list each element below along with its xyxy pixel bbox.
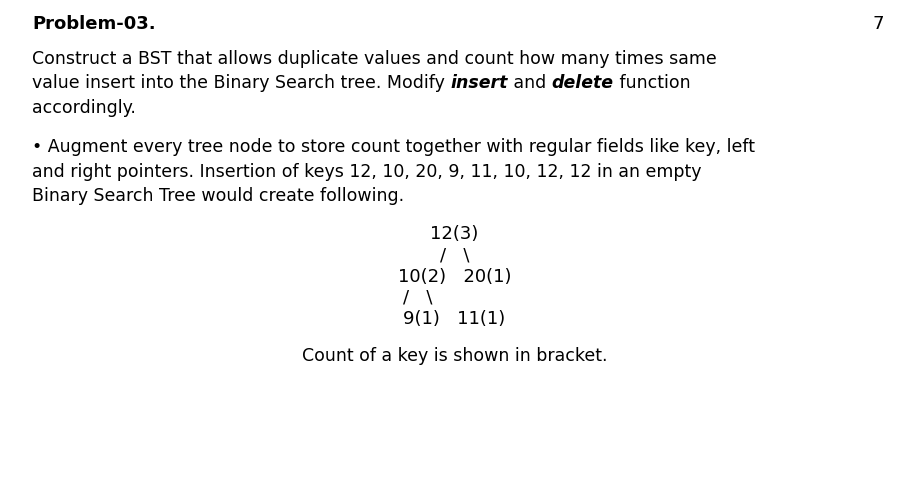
Text: • Augment every tree node to store count together with regular fields like key, : • Augment every tree node to store count… — [32, 138, 755, 156]
Text: accordingly.: accordingly. — [32, 99, 135, 117]
Text: Problem-03.: Problem-03. — [32, 15, 155, 33]
Text: /   \: / \ — [404, 288, 433, 306]
Text: 7: 7 — [873, 15, 884, 33]
Text: 10(2)   20(1): 10(2) 20(1) — [398, 268, 511, 285]
Text: 12(3): 12(3) — [430, 225, 479, 243]
Text: 9(1)   11(1): 9(1) 11(1) — [404, 310, 505, 328]
Text: and: and — [508, 74, 552, 93]
Text: Count of a key is shown in bracket.: Count of a key is shown in bracket. — [302, 347, 607, 365]
Text: and right pointers. Insertion of keys 12, 10, 20, 9, 11, 10, 12, 12 in an empty: and right pointers. Insertion of keys 12… — [32, 163, 702, 181]
Text: value insert into the Binary Search tree. Modify: value insert into the Binary Search tree… — [32, 74, 450, 93]
Text: insert: insert — [450, 74, 508, 93]
Text: delete: delete — [552, 74, 614, 93]
Text: Binary Search Tree would create following.: Binary Search Tree would create followin… — [32, 187, 405, 205]
Text: function: function — [614, 74, 690, 93]
Text: /   \: / \ — [440, 246, 469, 264]
Text: Construct a BST that allows duplicate values and count how many times same: Construct a BST that allows duplicate va… — [32, 50, 717, 68]
